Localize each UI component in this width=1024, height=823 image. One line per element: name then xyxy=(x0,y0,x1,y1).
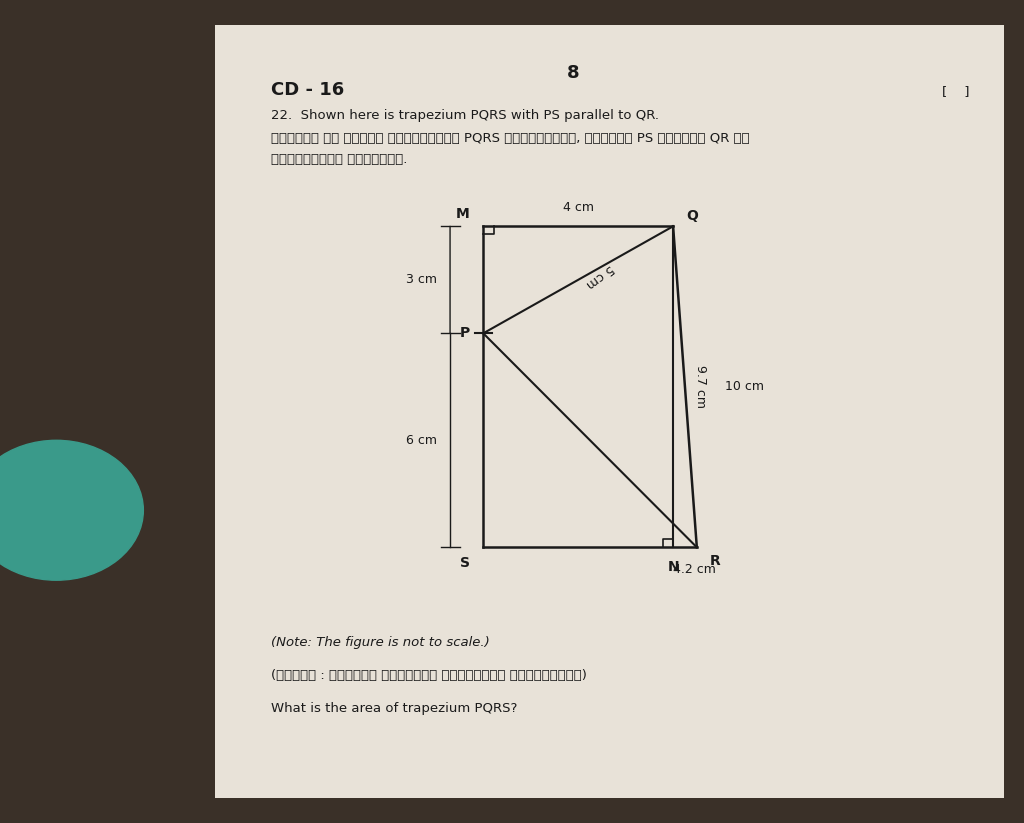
Text: 9.7 cm: 9.7 cm xyxy=(694,365,708,408)
Text: 10 cm: 10 cm xyxy=(725,380,764,393)
Text: CD - 16: CD - 16 xyxy=(271,81,345,99)
Circle shape xyxy=(0,440,143,580)
Text: 5 cm: 5 cm xyxy=(584,262,615,291)
Text: 3 cm: 3 cm xyxy=(407,273,437,286)
Text: 6 cm: 6 cm xyxy=(407,434,437,447)
Text: N: N xyxy=(668,560,679,574)
Text: [    ]: [ ] xyxy=(942,85,970,98)
Text: సమాంతరంగా ఉంటుంది.: సమాంతరంగా ఉంటుంది. xyxy=(271,153,408,166)
Text: 22.  Shown here is trapezium PQRS with PS parallel to QR.: 22. Shown here is trapezium PQRS with PS… xyxy=(271,109,659,123)
Text: 8: 8 xyxy=(567,64,580,82)
Text: M: M xyxy=(457,207,470,221)
Text: (Note: The figure is not to scale.): (Note: The figure is not to scale.) xyxy=(271,636,490,649)
Text: 4 cm: 4 cm xyxy=(562,201,594,214)
Text: R: R xyxy=(710,555,721,569)
Text: క్రింద ఒక సమలంబ చతుర్భుజం PQRS చూపబడినది, అందులో PS అనునది QR కి: క్రింద ఒక సమలంబ చతుర్భుజం PQRS చూపబడినది… xyxy=(271,132,750,145)
Text: 4.2 cm: 4.2 cm xyxy=(673,563,716,576)
Text: S: S xyxy=(460,556,470,570)
FancyBboxPatch shape xyxy=(215,25,1004,798)
Text: P: P xyxy=(460,326,470,341)
Text: What is the area of trapezium PQRS?: What is the area of trapezium PQRS? xyxy=(271,702,518,715)
Text: (గమనిక : ఇచ్చిన పటాన్ని స్కేల్తో కొలవకూడదు): (గమనిక : ఇచ్చిన పటాన్ని స్కేల్తో కొలవకూడ… xyxy=(271,669,587,682)
Text: Q: Q xyxy=(686,209,698,223)
